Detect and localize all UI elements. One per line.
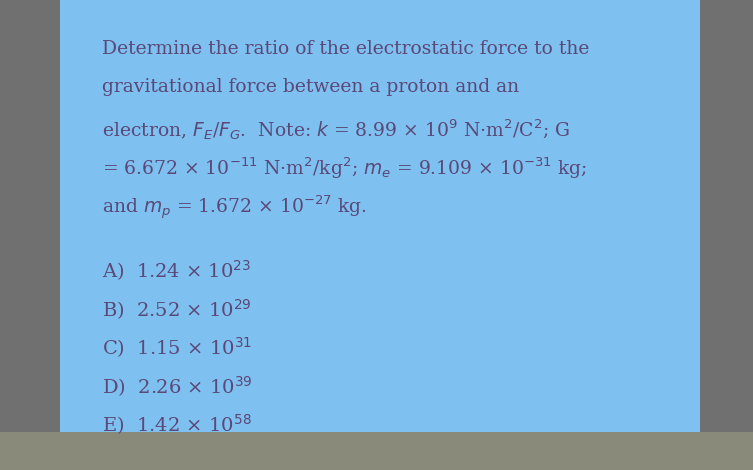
- Text: B)  2.52 × 10$^{29}$: B) 2.52 × 10$^{29}$: [102, 297, 252, 322]
- Bar: [60, 0, 700, 432]
- Text: Determine the ratio of the electrostatic force to the: Determine the ratio of the electrostatic…: [102, 40, 589, 58]
- Text: gravitational force between a proton and an: gravitational force between a proton and…: [102, 78, 519, 96]
- Text: electron, $F_E$/$F_G$.  Note: $k$ = 8.99 × 10$^9$ N·m$^2$/C$^2$; G: electron, $F_E$/$F_G$. Note: $k$ = 8.99 …: [102, 117, 569, 142]
- Text: A)  1.24 × 10$^{23}$: A) 1.24 × 10$^{23}$: [102, 258, 251, 283]
- Text: = 6.672 × 10$^{-11}$ N·m$^2$/kg$^2$; $m_e$ = 9.109 × 10$^{-31}$ kg;: = 6.672 × 10$^{-11}$ N·m$^2$/kg$^2$; $m_…: [102, 156, 587, 181]
- Bar: [0, 432, 753, 470]
- Text: C)  1.15 × 10$^{31}$: C) 1.15 × 10$^{31}$: [102, 336, 252, 360]
- Text: D)  2.26 × 10$^{39}$: D) 2.26 × 10$^{39}$: [102, 374, 252, 399]
- Text: E)  1.42 × 10$^{58}$: E) 1.42 × 10$^{58}$: [102, 413, 252, 438]
- Text: and $m_p$ = 1.672 × 10$^{-27}$ kg.: and $m_p$ = 1.672 × 10$^{-27}$ kg.: [102, 194, 367, 222]
- Bar: [700, 0, 753, 470]
- Bar: [0, 0, 60, 470]
